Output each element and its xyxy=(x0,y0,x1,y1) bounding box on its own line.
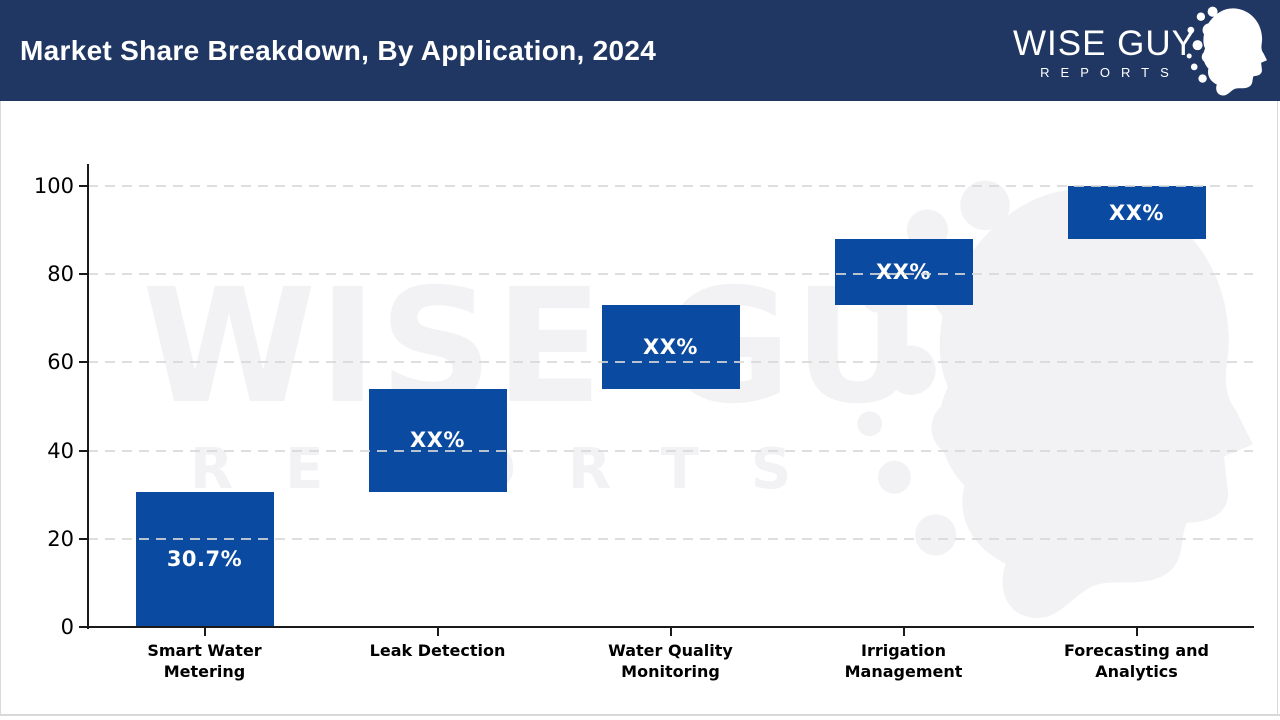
bar: 30.7% xyxy=(135,491,274,627)
bottom-divider xyxy=(0,714,1280,716)
y-tick-mark xyxy=(79,273,87,276)
gridline xyxy=(88,185,1253,188)
x-category-label: Leak Detection xyxy=(369,641,506,660)
gridline xyxy=(88,361,1253,364)
logo-text: WISE GUY REPORTS xyxy=(1013,26,1196,80)
x-tick-mark xyxy=(436,628,439,636)
x-tick-mark xyxy=(1135,628,1138,636)
y-tick-mark xyxy=(79,449,87,452)
x-category-label: Forecasting and Analytics xyxy=(1063,641,1209,681)
y-tick-mark xyxy=(79,537,87,540)
logo-subtitle: REPORTS xyxy=(1040,64,1180,80)
y-tick-mark xyxy=(79,361,87,364)
bar-value-label: XX% xyxy=(1109,200,1164,225)
y-tick-label: 20 xyxy=(47,526,74,551)
y-axis-line xyxy=(87,164,89,629)
gridline xyxy=(88,449,1253,452)
x-category-label: Irrigation Management xyxy=(844,641,963,681)
bar: XX% xyxy=(1067,186,1206,239)
y-tick-mark xyxy=(79,626,87,628)
logo-wordmark: WISE GUY xyxy=(1012,23,1196,63)
gridline xyxy=(88,537,1253,540)
bar: XX% xyxy=(368,388,507,492)
y-tick-label: 100 xyxy=(33,174,74,199)
bar-value-label: XX% xyxy=(410,428,465,453)
plot-area: 30.7% XX% XX% XX% XX% xyxy=(88,164,1253,627)
x-tick-mark xyxy=(902,628,905,636)
x-tick-mark xyxy=(203,628,206,636)
x-category-label: Smart Water Metering xyxy=(147,641,262,681)
logo: WISE GUY REPORTS xyxy=(1013,5,1280,97)
y-tick-label: 40 xyxy=(47,438,74,463)
y-tick-mark xyxy=(79,185,87,188)
logo-face-icon xyxy=(1186,6,1267,95)
bar-value-label: XX% xyxy=(643,334,698,359)
x-category-label: Water Quality Monitoring xyxy=(608,641,733,681)
y-tick-label: 0 xyxy=(60,615,74,639)
page-title: Market Share Breakdown, By Application, … xyxy=(20,34,657,66)
bar-value-label: XX% xyxy=(876,260,931,285)
x-axis-line xyxy=(87,626,1254,628)
bar: XX% xyxy=(601,305,740,389)
bar-value-label: 30.7% xyxy=(166,547,243,572)
gridline xyxy=(88,273,1253,276)
y-tick-label: 60 xyxy=(47,350,74,375)
bar: XX% xyxy=(834,238,973,306)
header: Market Share Breakdown, By Application, … xyxy=(0,0,1280,101)
x-tick-mark xyxy=(669,628,672,636)
y-tick-label: 80 xyxy=(47,262,74,287)
